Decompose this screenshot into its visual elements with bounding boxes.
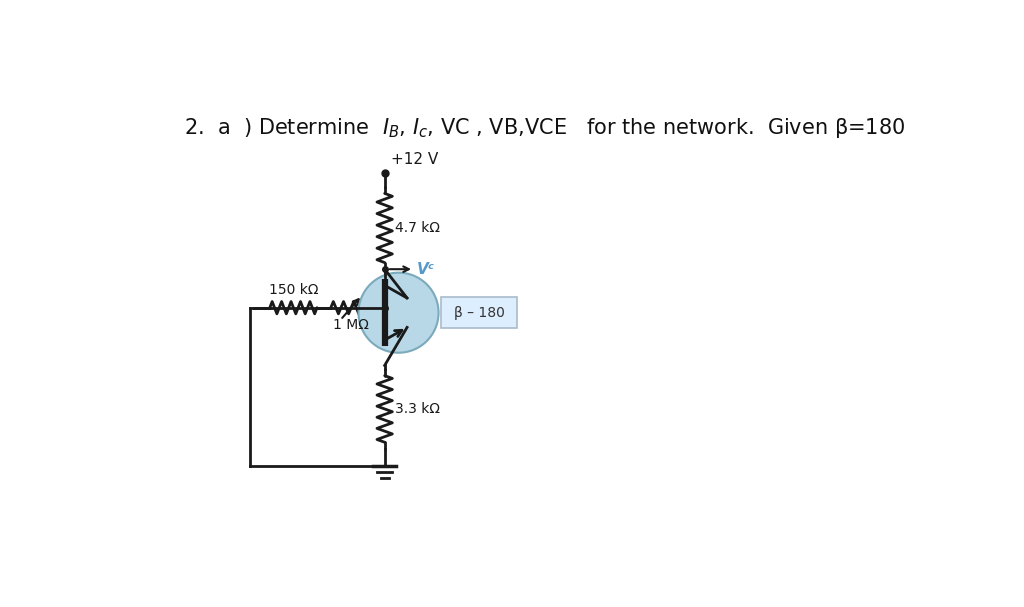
- Text: +12 V: +12 V: [391, 152, 438, 167]
- Text: 1 MΩ: 1 MΩ: [333, 319, 369, 333]
- Text: Vᶜ: Vᶜ: [417, 262, 435, 277]
- Text: 2.  a  ) Determine  $I_B$, $I_c$, VC , VB,VCE   for the network.  Given β=180: 2. a ) Determine $I_B$, $I_c$, VC , VB,V…: [184, 117, 906, 140]
- Circle shape: [358, 273, 438, 353]
- Text: 3.3 kΩ: 3.3 kΩ: [395, 402, 440, 416]
- Text: β – 180: β – 180: [454, 306, 505, 320]
- FancyBboxPatch shape: [441, 297, 517, 328]
- Text: 4.7 kΩ: 4.7 kΩ: [395, 221, 440, 235]
- Text: 150 kΩ: 150 kΩ: [268, 283, 318, 297]
